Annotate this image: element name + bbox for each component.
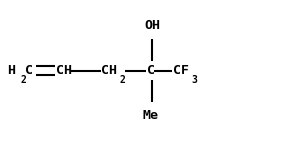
- Text: 2: 2: [119, 75, 125, 85]
- Text: 3: 3: [192, 75, 198, 85]
- Text: OH: OH: [144, 19, 160, 32]
- Text: C: C: [147, 64, 155, 77]
- Text: H: H: [7, 64, 15, 77]
- Text: CH: CH: [56, 64, 72, 77]
- Text: CF: CF: [173, 64, 189, 77]
- Text: CH: CH: [101, 64, 117, 77]
- Text: Me: Me: [142, 109, 158, 122]
- Text: C: C: [25, 64, 33, 77]
- Text: 2: 2: [21, 75, 27, 85]
